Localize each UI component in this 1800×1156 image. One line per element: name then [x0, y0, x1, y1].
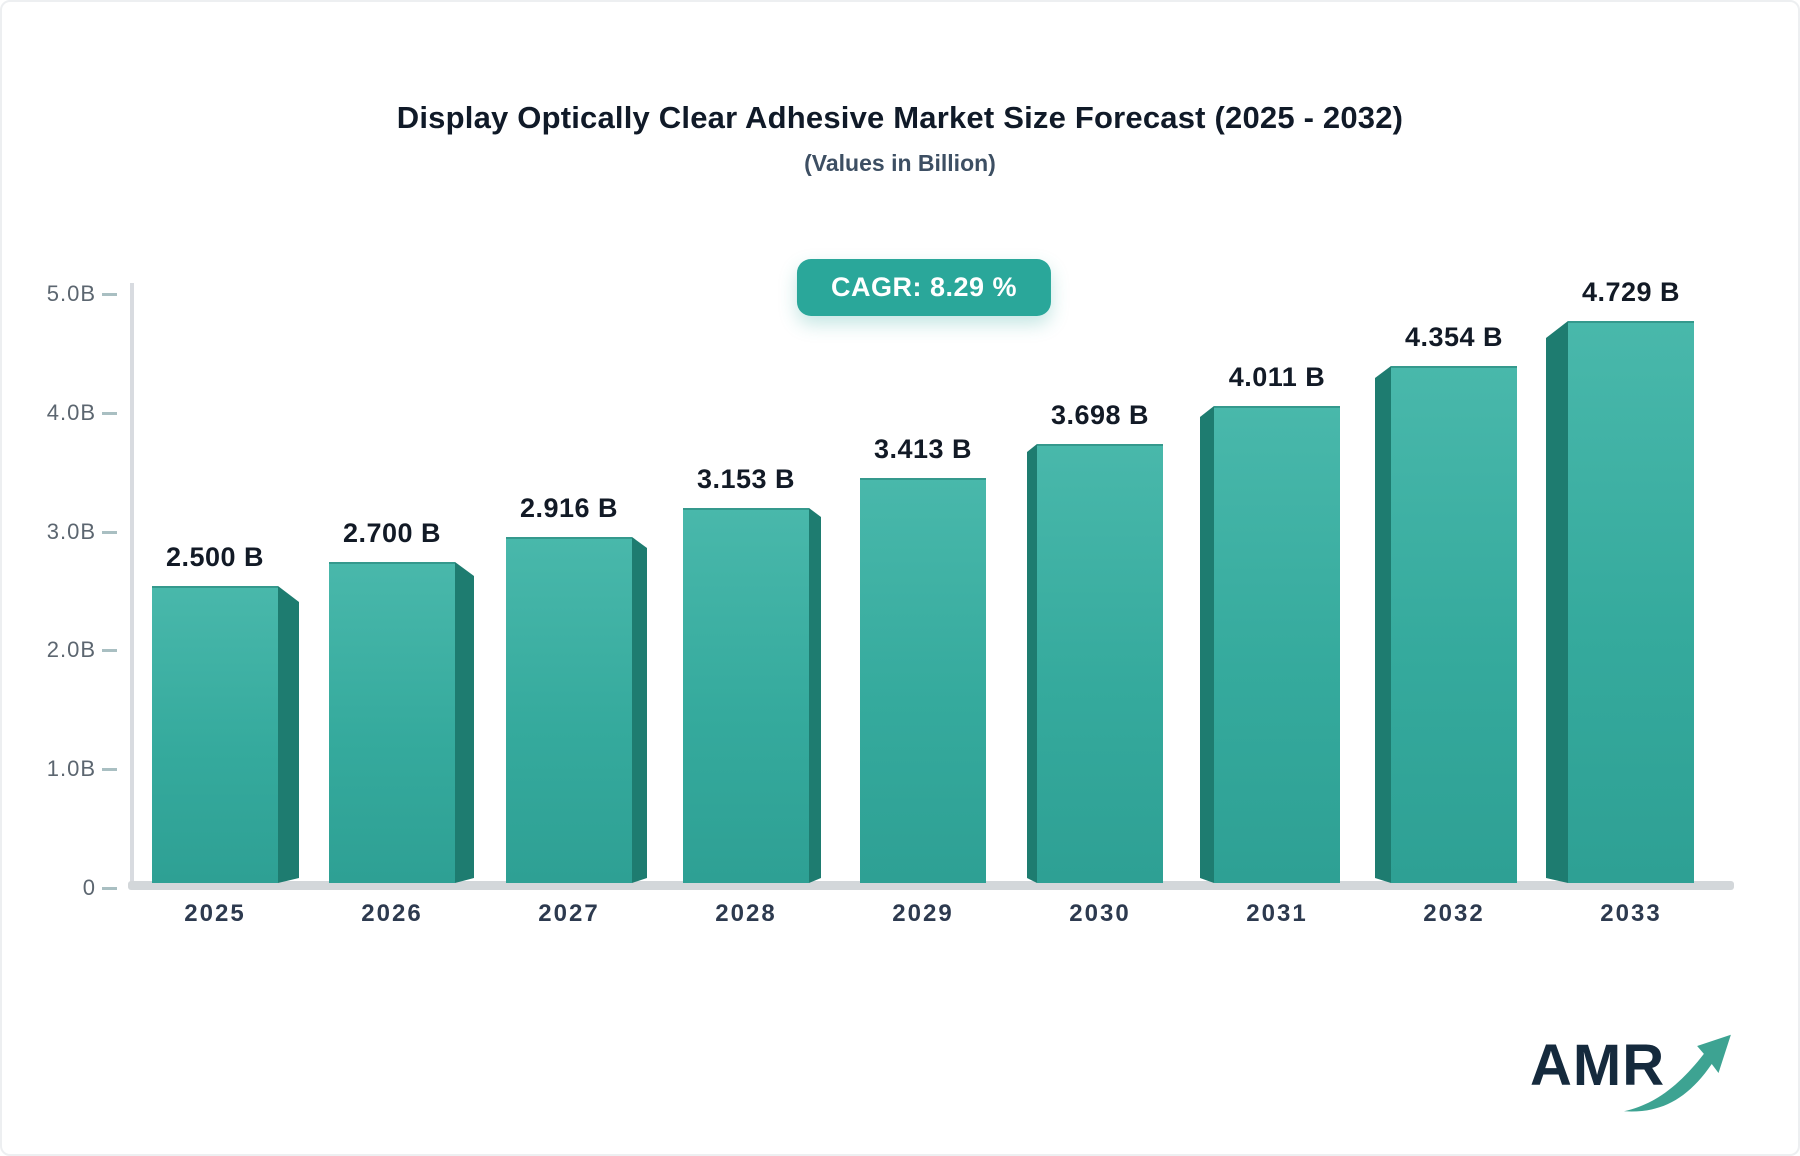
y-tick-label: 0 [82, 875, 96, 900]
bar-side [455, 562, 474, 888]
bar-value-label: 4.011 B [1228, 362, 1326, 392]
x-axis-label-2030: 2030 [1069, 900, 1131, 927]
bar-front [860, 478, 986, 883]
bar-front [1214, 406, 1340, 883]
x-axis-label-2031: 2031 [1246, 900, 1308, 927]
bar-value-label: 3.413 B [873, 434, 973, 464]
bar-value-label: 2.500 B [165, 542, 265, 572]
bar-side [632, 537, 647, 888]
y-axis-line [130, 283, 134, 888]
bar-side [1200, 406, 1214, 888]
x-axis-label-2027: 2027 [538, 900, 600, 927]
bar-side [809, 508, 821, 888]
bar-value-label: 2.700 B [342, 518, 442, 548]
x-axis-label-2026: 2026 [361, 900, 423, 927]
y-tick-label: 4.0B [46, 399, 96, 425]
y-tick-dash [102, 293, 117, 296]
y-tick-dash [102, 768, 117, 772]
chart-title: Display Optically Clear Adhesive Market … [396, 100, 1404, 135]
x-axis-label-2029: 2029 [892, 900, 954, 927]
x-axis-label-2032: 2032 [1423, 900, 1485, 927]
bar-front [683, 508, 809, 883]
bar-side [1546, 321, 1568, 888]
x-baseline [128, 881, 1734, 890]
y-tick-label: 2.0B [46, 637, 96, 663]
chart-subtitle: (Values in Billion) [804, 150, 996, 176]
y-tick-label: 5.0B [46, 281, 96, 306]
trend-up-arrow-icon [1624, 1034, 1731, 1112]
bar-value-label: 3.153 B [696, 464, 796, 494]
y-tick-dash [102, 649, 117, 653]
bar-value-label: 4.729 B [1581, 277, 1681, 307]
y-tick-dash [102, 887, 117, 890]
y-tick-dash [102, 411, 117, 415]
y-tick-dash [102, 530, 117, 534]
bar-side [278, 586, 299, 888]
bar-front [506, 537, 632, 883]
amr-logo: AMR [1530, 1032, 1750, 1122]
x-axis-label-2025: 2025 [184, 900, 246, 927]
y-tick-label: 1.0B [46, 756, 96, 782]
bar-front [1037, 444, 1163, 883]
bar-front [329, 562, 455, 883]
bar-side [1375, 366, 1391, 888]
bar-value-label: 4.354 B [1404, 322, 1504, 352]
bar-front [1568, 321, 1694, 883]
bar-value-label: 3.698 B [1050, 400, 1150, 430]
logo-text: AMR [1530, 1033, 1666, 1098]
bar-front [152, 586, 278, 883]
bar-front [1391, 366, 1517, 883]
cagr-badge: CAGR: 8.29 % [796, 259, 1052, 316]
x-axis-label-2028: 2028 [715, 900, 777, 927]
bar-value-label: 2.916 B [519, 493, 619, 523]
x-axis-label-2033: 2033 [1600, 900, 1662, 927]
y-tick-label: 3.0B [46, 518, 96, 544]
bar-side [1027, 444, 1037, 888]
